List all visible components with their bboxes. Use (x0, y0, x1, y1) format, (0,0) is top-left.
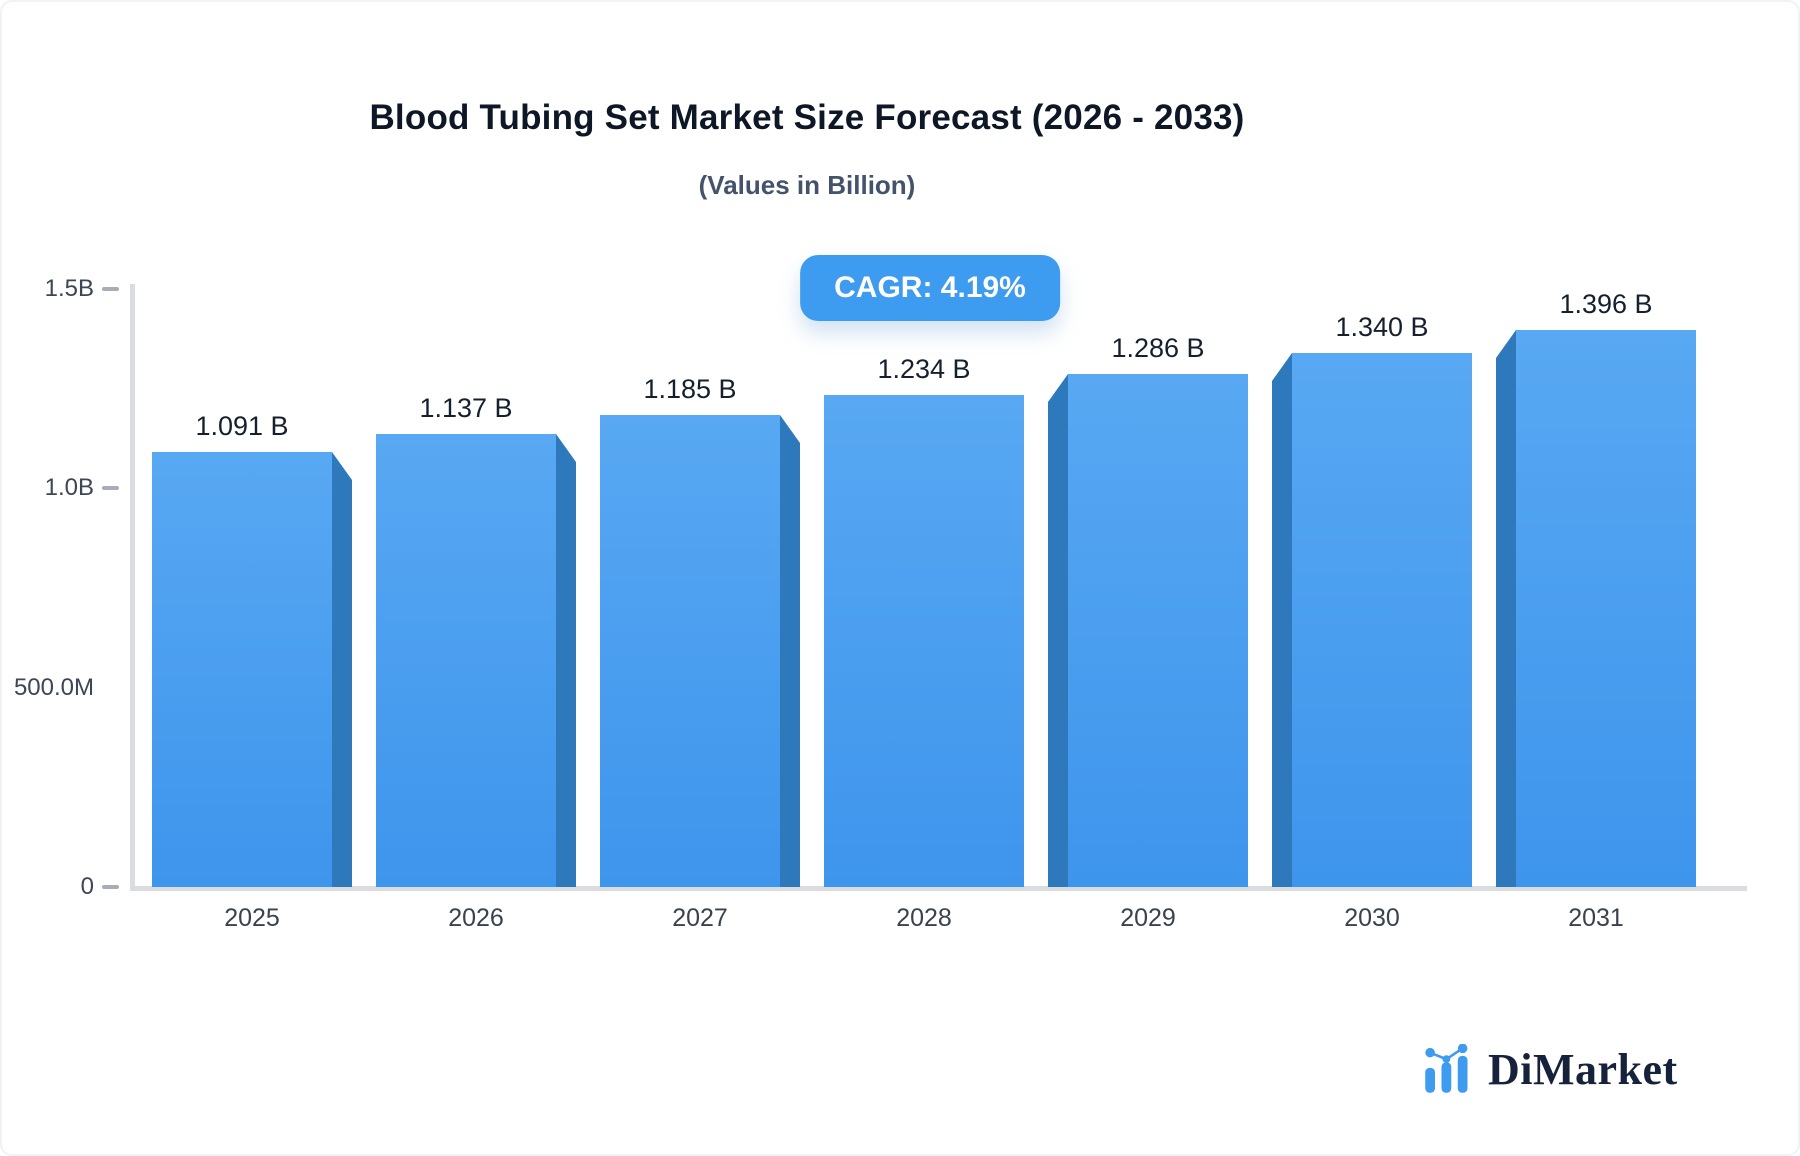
chart-subtitle: (Values in Billion) (698, 170, 916, 200)
bar-side-shadow (1496, 330, 1516, 887)
bar-face (1516, 330, 1696, 887)
x-label-2031: 2031 (1568, 904, 1624, 932)
logo-text: DiMarket (1488, 1045, 1678, 1094)
bar-face (376, 434, 556, 887)
bar-face (1292, 353, 1472, 887)
bar-side-shadow (780, 415, 800, 887)
bar-value-label: 1.137 B (419, 393, 513, 423)
bar-face (1068, 374, 1248, 887)
bar-2025: 1.091 B (152, 411, 352, 887)
y-tick-dash (102, 287, 119, 291)
chart-title: Blood Tubing Set Market Size Forecast (2… (369, 98, 1245, 137)
bar-side-shadow (1272, 353, 1292, 887)
bar-value-label: 1.185 B (643, 374, 737, 404)
cagr-badge: CAGR: 4.19% (800, 255, 1060, 321)
y-tick-dash (102, 486, 119, 491)
x-label-2029: 2029 (1120, 904, 1176, 932)
x-label-2027: 2027 (672, 904, 728, 932)
bar-value-label: 1.286 B (1111, 333, 1205, 363)
x-label-2030: 2030 (1344, 904, 1400, 932)
bar-value-label: 1.396 B (1559, 289, 1653, 319)
y-axis-line (130, 284, 135, 890)
dimarket-logo: DiMarket (1422, 1044, 1678, 1096)
bar-value-label: 1.091 B (195, 411, 289, 441)
x-axis-labels: 2025 2026 2027 2028 2029 2030 2031 (152, 904, 1708, 938)
bar-2031: 1.396 B (1496, 289, 1696, 887)
bar-face (152, 452, 332, 887)
y-tick-label: 500.0M (13, 673, 94, 701)
bar-2028: 1.234 B (824, 354, 1024, 887)
bar-side-shadow (556, 434, 576, 887)
bar-2030: 1.340 B (1272, 312, 1472, 887)
bar-2026: 1.137 B (376, 393, 576, 887)
bar-2027: 1.185 B (600, 374, 800, 887)
y-tick-label: 1.0B (44, 474, 94, 502)
x-label-2026: 2026 (448, 904, 504, 932)
bar-value-label: 1.234 B (877, 354, 971, 384)
bar-side-shadow (332, 452, 352, 887)
bar-2029: 1.286 B (1048, 333, 1248, 887)
x-axis-baseline (130, 886, 1747, 891)
bar-plot-area: 1.091 B 1.137 B 1.185 B 1.234 B 1.286 B 1.340… (152, 289, 1708, 887)
bar-face (824, 395, 1024, 887)
bar-value-label: 1.340 B (1335, 312, 1429, 342)
x-label-2028: 2028 (896, 904, 952, 932)
bar-side-shadow (1048, 374, 1068, 887)
y-tick-label: 0 (80, 873, 94, 900)
mini-bar-chart-icon (1425, 1044, 1468, 1093)
x-label-2025: 2025 (224, 904, 280, 932)
y-tick-label: 1.5B (44, 275, 94, 302)
bar-face (600, 415, 780, 887)
y-tick-dash (102, 885, 119, 889)
